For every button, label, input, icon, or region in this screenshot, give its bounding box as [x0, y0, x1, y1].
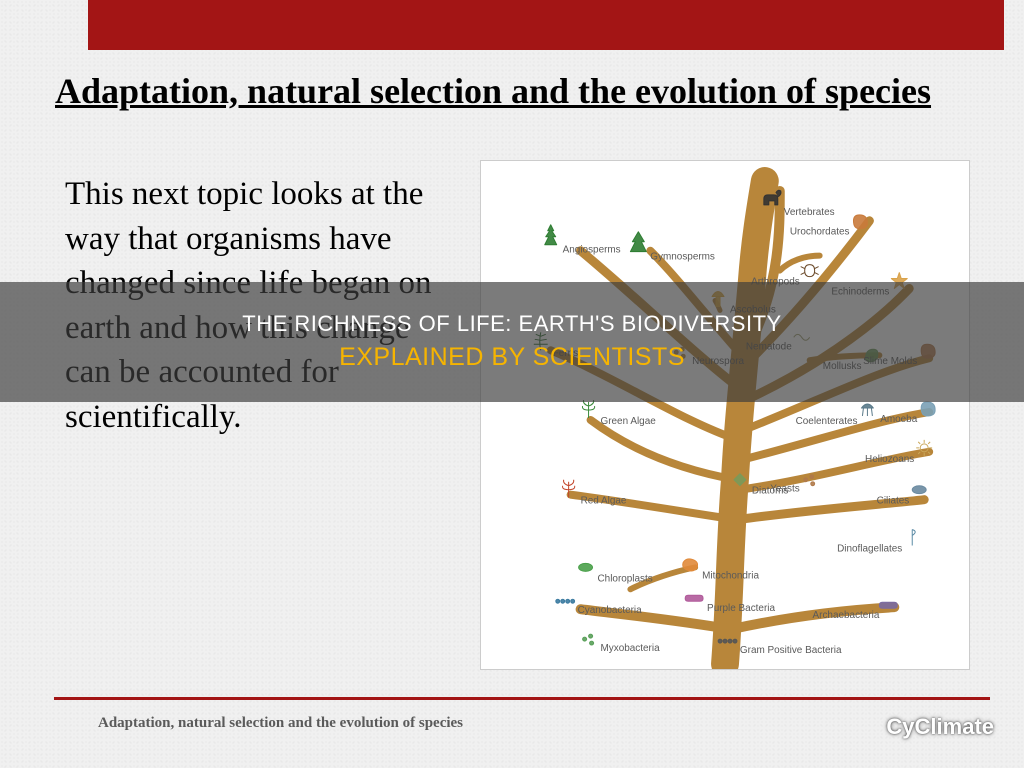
svg-text:Cyanobacteria: Cyanobacteria [578, 605, 643, 616]
svg-text:Angiosperms: Angiosperms [563, 245, 621, 256]
svg-text:Gymnosperms: Gymnosperms [650, 252, 715, 263]
tree-svg: Angiosperms Gymnosperms Vertebrates Urochor… [481, 161, 969, 669]
slide-title: Adaptation, natural selection and the ev… [55, 70, 984, 113]
svg-text:Archaebacteria: Archaebacteria [813, 610, 880, 621]
footer-text: Adaptation, natural selection and the ev… [98, 715, 463, 732]
svg-text:Vertebrates: Vertebrates [784, 207, 835, 218]
svg-text:Heliozoans: Heliozoans [865, 454, 914, 465]
svg-text:Myxobacteria: Myxobacteria [601, 643, 661, 654]
svg-text:Ciliates: Ciliates [877, 496, 910, 507]
overlay-line2: EXPLAINED BY SCIENTISTS [339, 340, 685, 375]
tree-node-amoeba: Amoeba [880, 402, 935, 425]
brand-watermark: CyClimate [886, 714, 994, 740]
svg-text:Coelenterates: Coelenterates [796, 416, 858, 427]
tree-node-myxobacteria: Myxobacteria [583, 634, 660, 654]
svg-text:Yeasts: Yeasts [770, 484, 799, 495]
tree-of-life-figure: Angiosperms Gymnosperms Vertebrates Urochor… [480, 160, 970, 670]
footer-rule [54, 697, 990, 700]
svg-text:Chloroplasts: Chloroplasts [598, 573, 653, 584]
tree-node-cyanobacteria: Cyanobacteria [556, 599, 642, 616]
svg-text:Purple Bacteria: Purple Bacteria [707, 603, 775, 614]
svg-text:Dinoflagellates: Dinoflagellates [837, 543, 902, 554]
svg-text:Green Algae: Green Algae [601, 416, 657, 427]
overlay-band: THE RICHNESS OF LIFE: EARTH'S BIODIVERSI… [0, 282, 1024, 402]
svg-text:Red Algae: Red Algae [581, 496, 627, 507]
header-accent-bar [88, 0, 1004, 50]
tree-node-gymnosperms: Gymnosperms [630, 232, 715, 263]
svg-text:Gram Positive Bacteria: Gram Positive Bacteria [740, 645, 842, 656]
svg-text:Urochordates: Urochordates [790, 227, 850, 238]
svg-text:Amoeba: Amoeba [880, 414, 917, 425]
slide-page: Adaptation, natural selection and the ev… [0, 0, 1024, 768]
svg-text:Mitochondria: Mitochondria [702, 570, 759, 581]
tree-node-chloroplasts: Chloroplasts [579, 563, 653, 584]
overlay-line1: THE RICHNESS OF LIFE: EARTH'S BIODIVERSI… [242, 309, 781, 340]
tree-node-dinoflagellates: Dinoflagellates [837, 530, 915, 555]
tree-node-angiosperms: Angiosperms [545, 225, 621, 256]
